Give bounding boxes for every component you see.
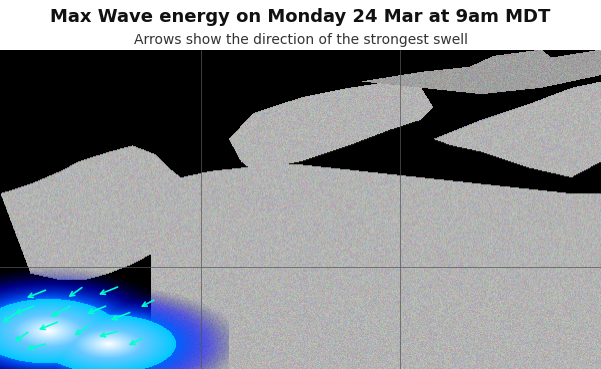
Text: Max Wave energy on Monday 24 Mar at 9am MDT: Max Wave energy on Monday 24 Mar at 9am … — [50, 8, 551, 27]
Text: Arrows show the direction of the strongest swell: Arrows show the direction of the stronge… — [133, 33, 468, 47]
